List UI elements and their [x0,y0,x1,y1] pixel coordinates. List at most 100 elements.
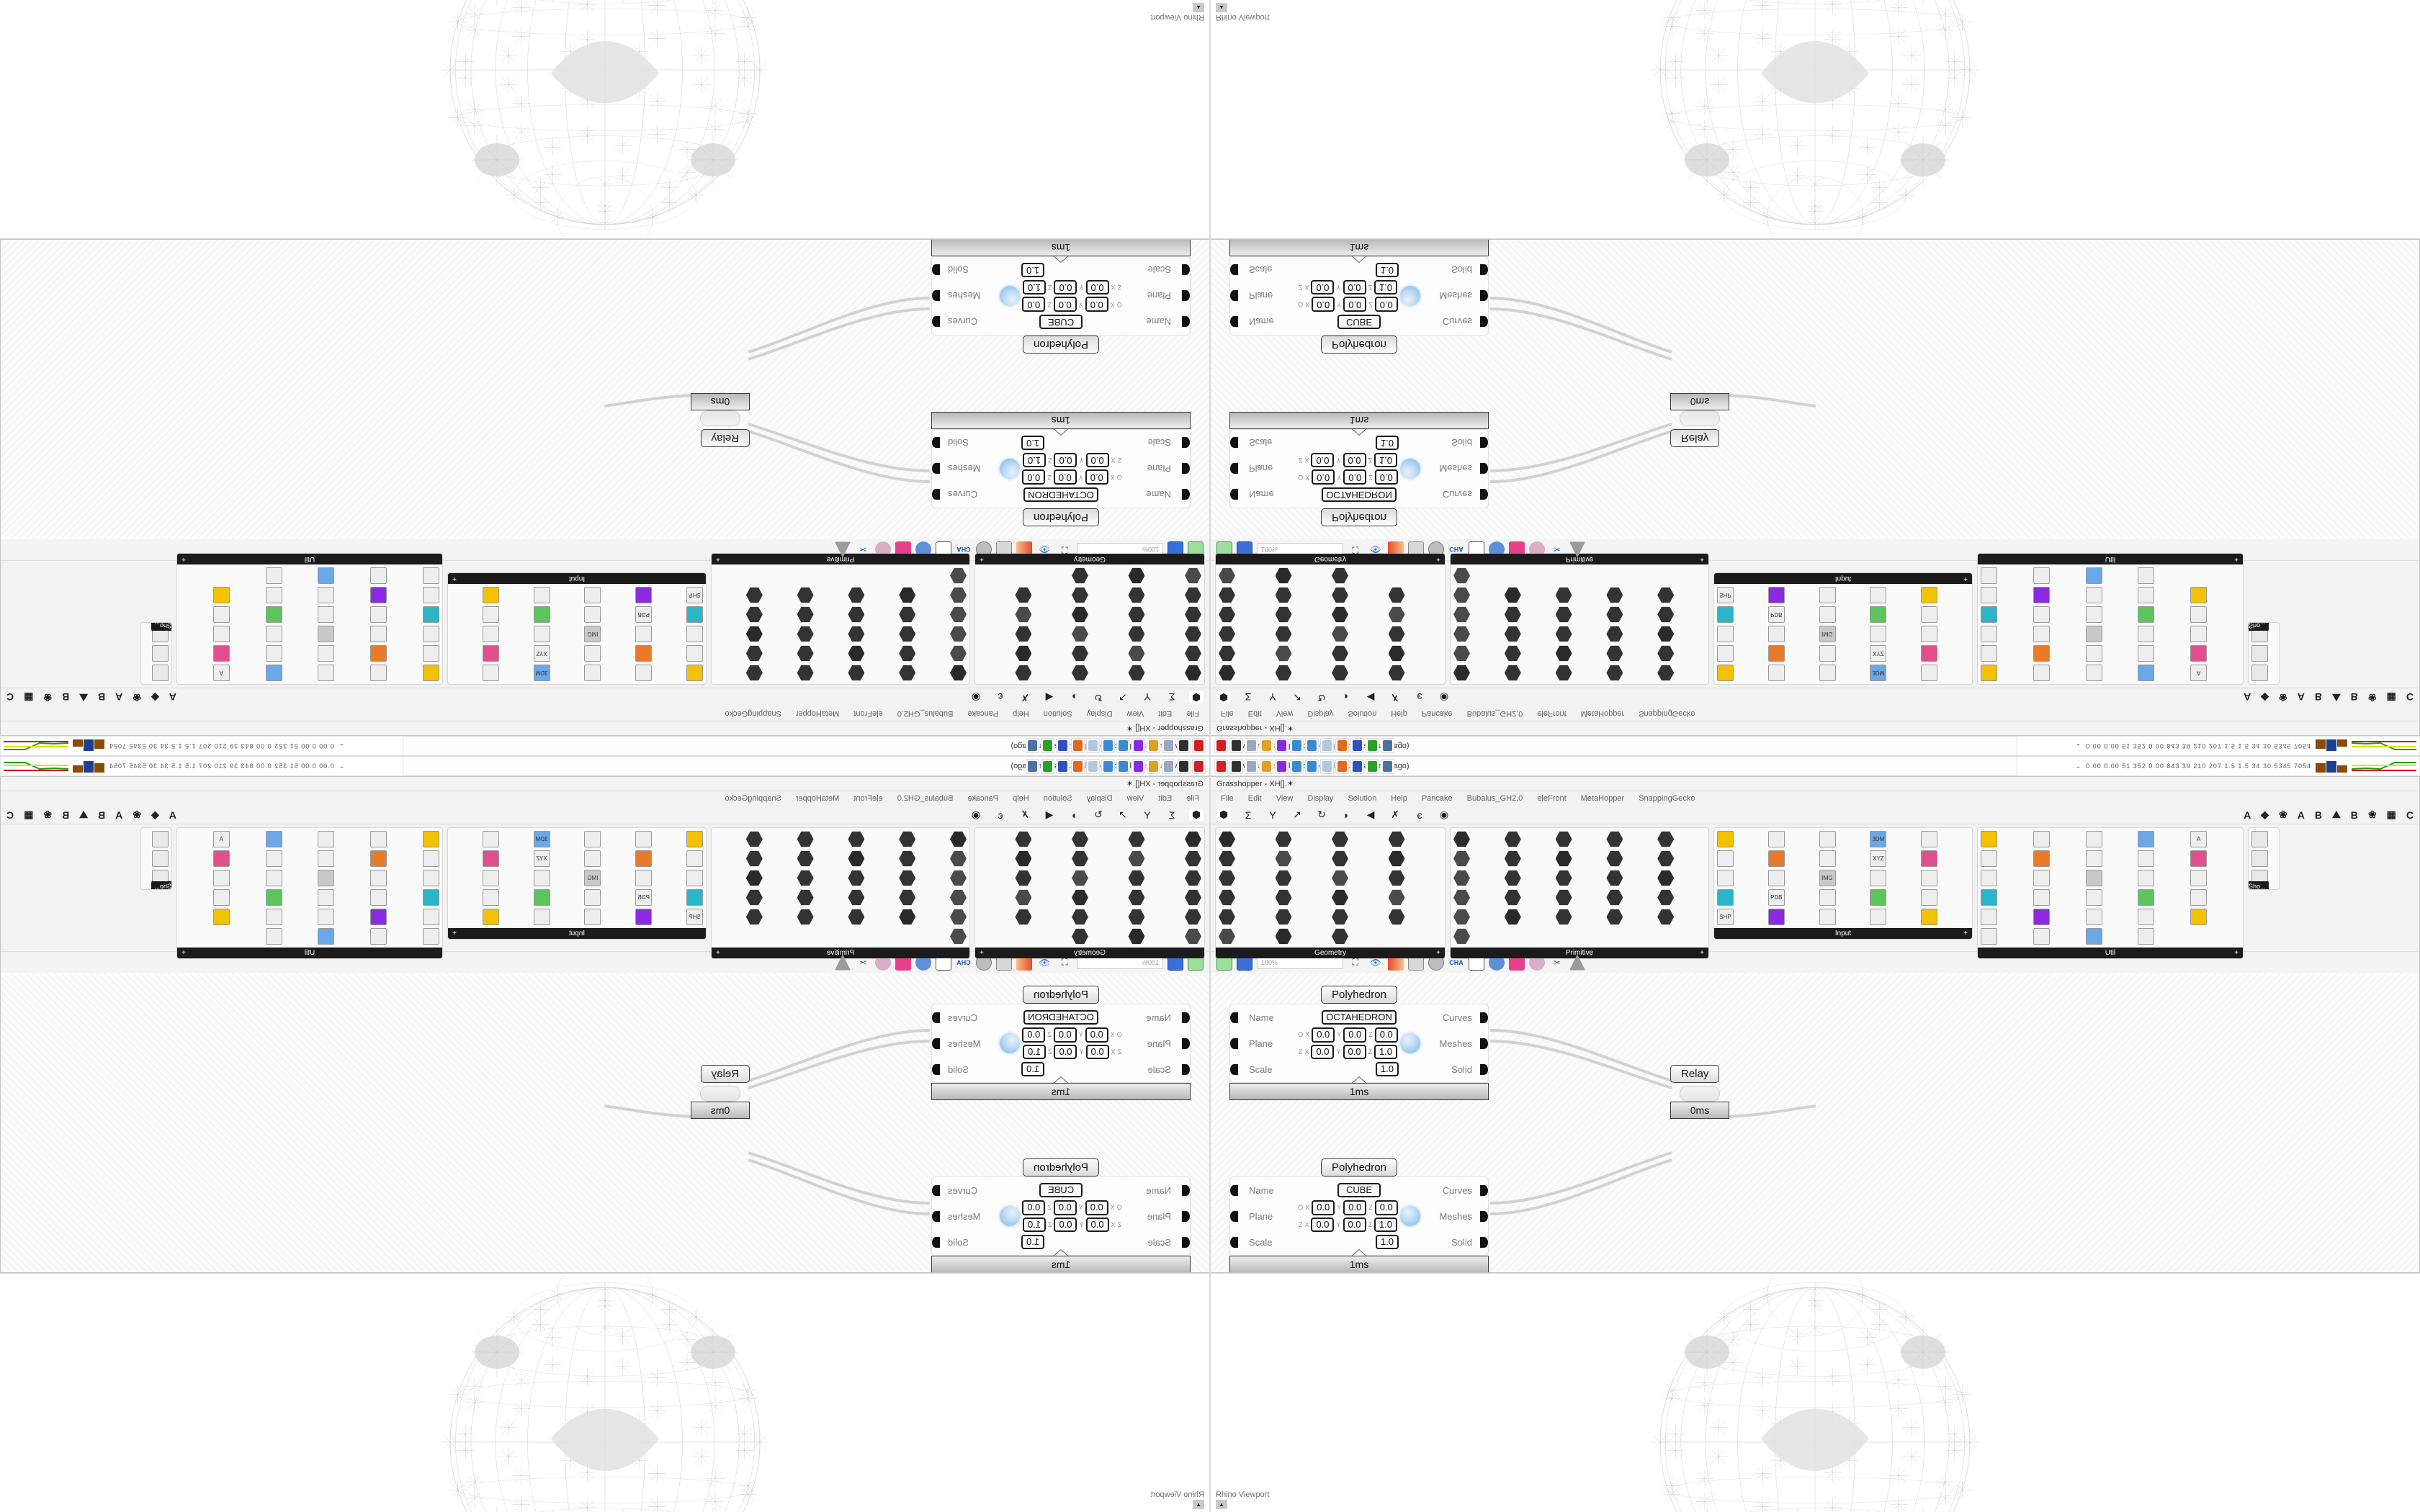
grasshopper-canvas[interactable]: Relay 0ms Polyhedron Name OCTAHEDRON Curves… [1211,239,2419,539]
component-octahedron[interactable]: Polyhedron Name OCTAHEDRON Curves Plane O X 0.0… [931,986,1191,1101]
key-icon[interactable] [1260,738,1273,754]
ribbon-tab-6[interactable]: ◀ [1045,692,1054,703]
SHP-icon[interactable]: SHP [1716,586,1734,604]
ribbon-plugin-tab-2[interactable]: ❀ [133,809,141,820]
menu-item-metahopper[interactable]: MetaHopper [1580,794,1625,803]
hbar-icon[interactable] [949,606,967,624]
ribbon-tab-8[interactable]: є [998,691,1003,703]
box-icon[interactable] [1128,888,1146,906]
rhino-viewport[interactable]: Rhino Viewport ▲ [1210,0,2420,239]
scale-input[interactable]: 1.0 [1376,435,1399,451]
teardrop-icon[interactable] [797,830,815,848]
XYZ-icon[interactable]: XYZ [533,850,551,868]
ribbon-plugin-tab-7[interactable]: ❀ [2367,692,2377,703]
relay-node[interactable] [700,410,740,426]
polyline-icon[interactable] [949,644,967,662]
ribbon-plugin-tab-3[interactable]: A [2297,691,2305,703]
palette-pin-icon[interactable]: + [1963,575,1968,582]
play-icon[interactable] [422,644,440,662]
input-nub[interactable] [1230,290,1238,302]
output-nub[interactable] [932,489,940,500]
list-icon[interactable] [1767,586,1785,604]
graph-icon[interactable] [686,888,704,906]
gauge-icon[interactable] [317,567,335,585]
cherry-icon[interactable] [1980,830,1998,848]
page-icon[interactable] [1245,758,1258,774]
c-slash-icon[interactable] [265,830,283,848]
close-icon[interactable] [1218,644,1236,662]
plate-icon[interactable] [1128,850,1146,868]
palette-group-label[interactable]: Geometry + [975,948,1204,958]
input-nub[interactable] [1230,1012,1238,1023]
component-cube[interactable]: Polyhedron Name CUBE Curves Plane O X 0.0 Y 0.0 Z 0… [1229,1158,1489,1272]
A-icon[interactable]: A [212,664,230,682]
menu-item-edit[interactable]: Edit [1247,709,1262,718]
a-icon[interactable] [847,586,865,604]
input-nub[interactable] [1230,437,1238,449]
curve-icon[interactable] [1453,567,1471,585]
rhino-viewport[interactable]: Rhino Viewport ▲ [0,0,1210,239]
y-icon[interactable] [369,888,387,906]
magnify-icon[interactable] [1331,606,1349,624]
abc2-icon[interactable] [1980,927,1998,945]
fx-icon[interactable] [212,888,230,906]
checker-icon[interactable] [482,625,500,643]
slash-icon[interactable] [1184,625,1202,643]
target-icon[interactable] [482,606,500,624]
component-octahedron[interactable]: Polyhedron Name OCTAHEDRON Curves Plane O X 0.0… [1229,411,1489,526]
ribbon-plugin-tab-7[interactable]: ❀ [43,809,53,820]
arrow-right-icon[interactable] [2085,830,2103,848]
spiral2-icon[interactable] [265,644,283,662]
menu-item-bubalus-gh2-0[interactable]: Bubalus_GH2.0 [1466,794,1523,803]
output-nub[interactable] [932,463,940,474]
menu-item-display[interactable]: Display [1086,709,1113,718]
x-icon[interactable] [265,567,283,585]
ribbon-plugin-tab-5[interactable]: ⛰ [2332,692,2341,703]
SHP-icon[interactable]: SHP [1716,908,1734,926]
oval-icon[interactable] [422,586,440,604]
target-icon[interactable] [1920,606,1938,624]
domino-icon[interactable] [847,830,865,848]
blue-screen-icon[interactable] [1381,758,1394,774]
input-nub[interactable] [1182,1038,1190,1049]
zeroone-icon[interactable] [797,888,815,906]
ribbon-plugin-tab-1[interactable]: ◆ [151,692,159,703]
PDB-icon[interactable]: PDB [635,606,653,624]
ribbon-plugin-tab-3[interactable]: A [115,691,123,703]
hatch-icon[interactable] [898,644,916,662]
knob-icon[interactable] [533,869,551,887]
plane-z-z-input[interactable]: 1.0 [1023,1044,1046,1059]
squiggle-icon[interactable] [1716,850,1734,868]
diamond-icon[interactable] [1275,869,1293,887]
A-icon[interactable]: A [212,830,230,848]
plane-z-z-input[interactable]: 1.0 [1374,1217,1397,1232]
input-nub[interactable] [1182,1184,1190,1196]
egg-icon[interactable] [317,606,335,624]
scale-input[interactable]: 1.0 [1021,262,1044,278]
seven-icon[interactable] [745,869,763,887]
dial-icon[interactable] [369,586,387,604]
scale-input[interactable]: 1.0 [1021,1234,1044,1250]
brain-icon[interactable] [1504,888,1522,906]
bend-icon[interactable] [1218,586,1236,604]
bulb-icon[interactable] [2190,850,2208,868]
plane-o-z-input[interactable]: 0.0 [1022,1200,1046,1215]
plane-z-y-input[interactable]: 0.0 [1054,1217,1077,1232]
plane-z-y-input[interactable]: 0.0 [1054,1044,1077,1059]
ribbon-tab-1[interactable]: Σ [1168,691,1175,703]
orange-drop-icon[interactable] [1071,738,1085,754]
menu-item-elefront[interactable]: eleFront [1537,709,1567,718]
menu-item-help[interactable]: Help [1391,709,1407,718]
aug20-icon[interactable] [533,888,551,906]
axes-icon[interactable] [635,644,653,662]
A-icon[interactable]: A [2190,830,2208,848]
box-icon[interactable] [1128,606,1146,624]
green-screen-icon[interactable] [1366,758,1379,774]
page-icon[interactable] [1162,758,1175,774]
arrow2-icon[interactable] [2033,927,2051,945]
layer-red-icon[interactable] [1192,738,1206,754]
menu-item-metahopper[interactable]: MetaHopper [795,794,840,803]
ribbon-tab-9[interactable]: ◉ [971,809,981,820]
key-icon[interactable] [1147,738,1160,754]
abc-icon[interactable] [1071,869,1089,887]
